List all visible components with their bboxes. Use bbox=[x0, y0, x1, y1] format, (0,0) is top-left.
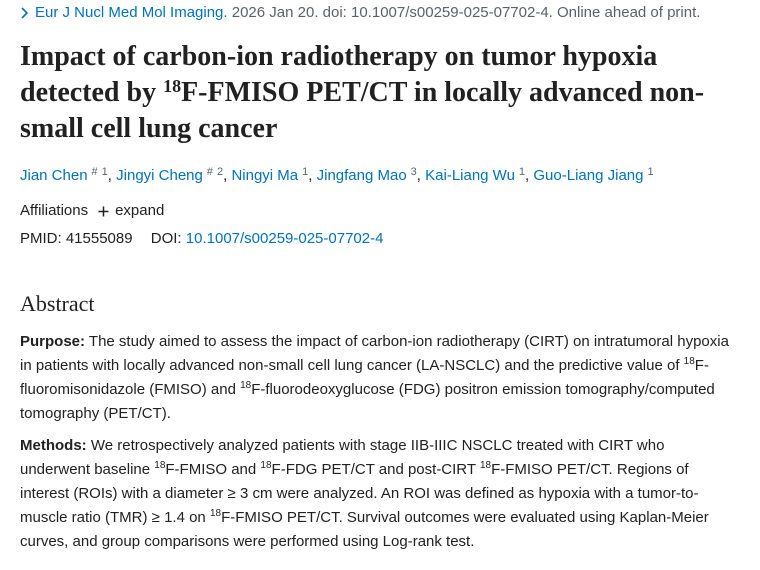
article-title: Impact of carbon-ion radiotherapy on tum… bbox=[20, 39, 738, 147]
author-mark: # bbox=[91, 166, 98, 178]
text-run: F-FMISO PET/CT. Survival outcomes were e… bbox=[20, 509, 709, 550]
pmid: 41555089 bbox=[65, 230, 133, 247]
superscript: 18 bbox=[479, 460, 492, 471]
text-run: Impact of carbon-ion radiotherapy on tum… bbox=[20, 41, 658, 108]
citation: Eur J Nucl Med Mol Imaging. 2026 Jan 20.… bbox=[20, 3, 738, 23]
expand-label: expand bbox=[115, 202, 165, 219]
citation-details: 2026 Jan 20. doi: 10.1007/s00259-025-077… bbox=[231, 4, 701, 21]
section-label: Purpose: bbox=[20, 333, 86, 350]
text-run: The study aimed to assess the impact of … bbox=[20, 333, 729, 374]
text-run: F-FMISO and bbox=[165, 461, 261, 478]
author-link[interactable]: Kai-Liang Wu bbox=[425, 167, 515, 184]
text-run: We retrospectively analyzed patients wit… bbox=[20, 437, 665, 478]
chevron-icon bbox=[21, 7, 29, 19]
author-link[interactable]: Jingfang Mao bbox=[316, 167, 407, 184]
abstract-heading: Abstract bbox=[20, 291, 95, 316]
abstract-section: Methods: We retrospectively analyzed pat… bbox=[20, 434, 738, 554]
author-link[interactable]: Guo-Liang Jiang bbox=[533, 167, 644, 184]
pmid-label: PMID: bbox=[20, 230, 62, 247]
plus-icon bbox=[98, 206, 109, 216]
affiliations-label: Affiliations bbox=[20, 202, 89, 219]
text-run: F-FDG PET/CT and post-CIRT bbox=[271, 461, 480, 478]
text-run: F-fluorodeoxyglucose (FDG) positron emis… bbox=[20, 381, 715, 422]
author-link[interactable]: Ningyi Ma bbox=[231, 167, 299, 184]
abstract-section: Purpose: The study aimed to assess the i… bbox=[20, 330, 738, 426]
superscript: 18 bbox=[240, 380, 252, 391]
author-mark: # bbox=[206, 166, 213, 178]
text-run: F-fluoromisonidazole (FMISO) and bbox=[20, 357, 709, 398]
author-mark: 3 bbox=[410, 166, 417, 178]
author-mark: 2 bbox=[216, 166, 224, 178]
superscript: 18 bbox=[260, 460, 272, 471]
author-list: Jian Chen #1, Jingyi Cheng #2, Ningyi Ma 1,… bbox=[20, 166, 654, 185]
doi-label: DOI: bbox=[150, 230, 182, 247]
superscript: 18 bbox=[209, 508, 222, 519]
superscript: 18 bbox=[683, 356, 695, 367]
affiliations: Affiliations expand bbox=[20, 200, 738, 222]
superscript: 18 bbox=[154, 460, 166, 471]
section-label: Methods: bbox=[20, 437, 87, 454]
author-link[interactable]: Jingyi Cheng bbox=[116, 167, 203, 184]
author-mark: 1 bbox=[101, 166, 108, 178]
author-mark: 1 bbox=[647, 166, 654, 178]
superscript: 18 bbox=[163, 76, 182, 96]
identifiers: PMID: 41555089 DOI: 10.1007/s00259-025-0… bbox=[20, 228, 738, 250]
text-run: F-FMISO PET/CT in locally advanced non-s… bbox=[20, 77, 705, 144]
author-mark: 1 bbox=[302, 166, 309, 178]
abstract: Purpose: The study aimed to assess the i… bbox=[20, 330, 738, 554]
doi-link[interactable]: 10.1007/s00259-025-07702-4 bbox=[185, 230, 384, 247]
author-mark: 1 bbox=[518, 166, 526, 178]
expand-toggle[interactable]: expand bbox=[98, 200, 164, 222]
journal-link[interactable]: Eur J Nucl Med Mol Imaging. bbox=[35, 4, 228, 21]
author-link[interactable]: Jian Chen bbox=[20, 167, 88, 184]
text-run: F-FMISO PET/CT. Regions of interest (ROI… bbox=[20, 461, 699, 526]
